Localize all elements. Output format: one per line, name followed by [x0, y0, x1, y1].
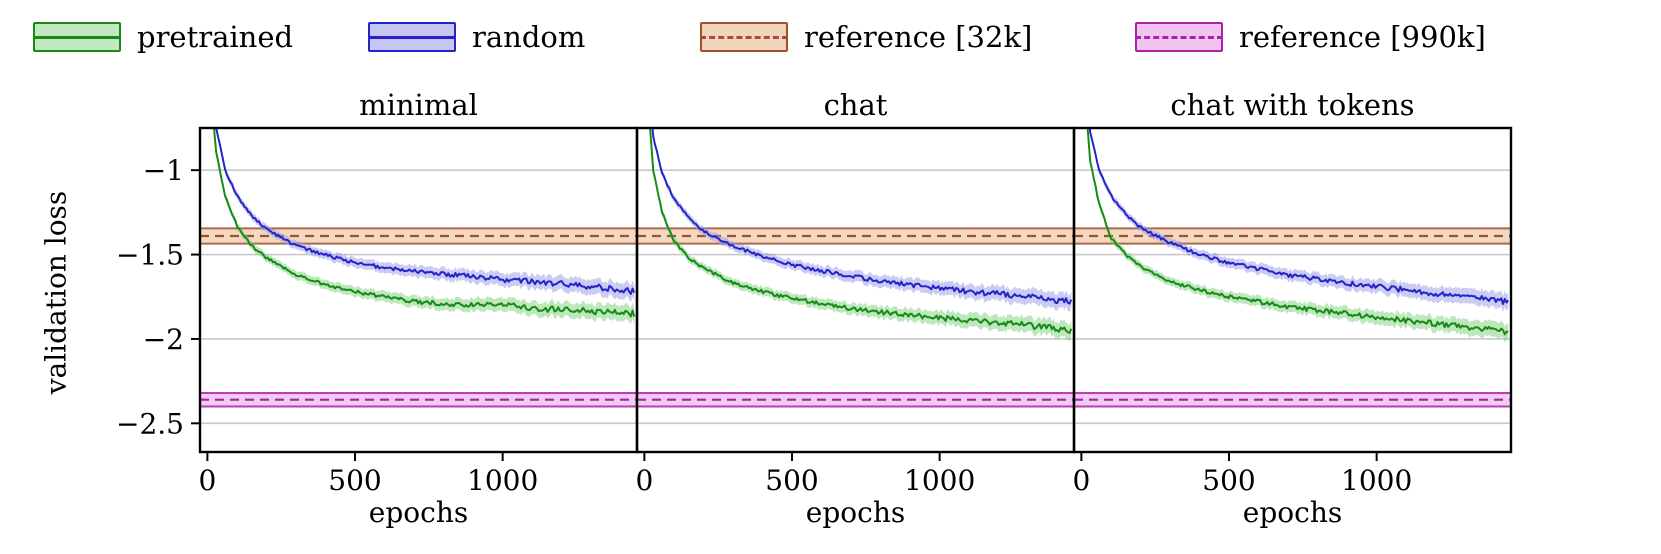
svg-text:500: 500 — [1202, 464, 1255, 497]
svg-text:−2: −2 — [143, 323, 184, 356]
subplot-title-chat: chat — [823, 88, 888, 122]
svg-text:−2.5: −2.5 — [116, 407, 184, 440]
legend-item-reference-990k: reference [990k] — [1135, 22, 1486, 52]
svg-text:−1: −1 — [143, 154, 184, 187]
svg-text:500: 500 — [328, 464, 381, 497]
reference-990k-swatch-icon — [1135, 22, 1223, 52]
legend-label-pretrained: pretrained — [137, 19, 294, 54]
reference-32k-swatch-icon — [700, 22, 788, 52]
svg-text:1000: 1000 — [1341, 464, 1412, 497]
reference-32k-line-icon — [700, 36, 788, 39]
pretrained-line-icon — [33, 36, 121, 39]
legend-label-reference-990k: reference [990k] — [1239, 19, 1486, 54]
subplot-0: 0 500 1000 — [198, 126, 639, 497]
legend-label-reference-32k: reference [32k] — [804, 19, 1033, 54]
random-swatch-icon — [368, 22, 456, 52]
svg-text:0: 0 — [635, 464, 653, 497]
svg-text:1000: 1000 — [904, 464, 975, 497]
svg-text:0: 0 — [1072, 464, 1090, 497]
random-line-icon — [368, 36, 456, 39]
legend-item-pretrained: pretrained — [33, 22, 293, 52]
x-axis-label-1: epochs — [368, 496, 469, 529]
subplot-title-chat-with-tokens: chat with tokens — [1170, 88, 1415, 122]
x-axis-label-3: epochs — [1242, 496, 1343, 529]
reference-990k-line-icon — [1135, 36, 1223, 39]
legend-item-reference-32k: reference [32k] — [700, 22, 1032, 52]
svg-text:1000: 1000 — [467, 464, 538, 497]
x-axis-label-2: epochs — [805, 496, 906, 529]
subplot-title-minimal: minimal — [359, 88, 478, 122]
legend-label-random: random — [472, 19, 586, 54]
svg-text:0: 0 — [198, 464, 216, 497]
svg-text:−1.5: −1.5 — [116, 239, 184, 272]
subplot-2: 0 500 1000 — [1072, 126, 1513, 497]
subplot-1: 0 500 1000 — [635, 126, 1076, 497]
legend-item-random: random — [368, 22, 585, 52]
pretrained-swatch-icon — [33, 22, 121, 52]
svg-text:500: 500 — [765, 464, 818, 497]
